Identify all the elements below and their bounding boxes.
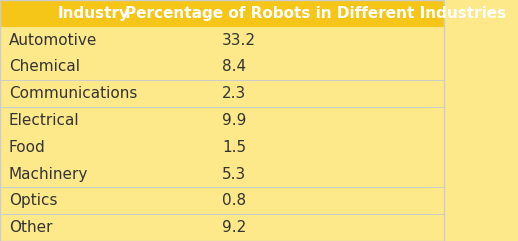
Text: 33.2: 33.2 <box>222 33 256 48</box>
Bar <box>0 0 444 27</box>
Text: Optics: Optics <box>9 193 57 208</box>
Text: Automotive: Automotive <box>9 33 97 48</box>
Bar <box>185 27 186 241</box>
Bar <box>0 187 444 188</box>
Bar <box>0 214 444 215</box>
Text: 0.8: 0.8 <box>222 193 246 208</box>
Text: Percentage of Robots in Different Industries: Percentage of Robots in Different Indust… <box>124 6 506 21</box>
Text: 8.4: 8.4 <box>222 60 246 74</box>
Text: Communications: Communications <box>9 86 137 101</box>
Bar <box>0 80 444 81</box>
Text: Other: Other <box>9 220 52 235</box>
Text: Food: Food <box>9 140 46 155</box>
Text: 9.2: 9.2 <box>222 220 246 235</box>
Text: 9.9: 9.9 <box>222 113 246 128</box>
Text: 2.3: 2.3 <box>222 86 246 101</box>
Text: Industry: Industry <box>57 6 129 21</box>
Text: 5.3: 5.3 <box>222 167 246 181</box>
Text: Machinery: Machinery <box>9 167 88 181</box>
Text: Electrical: Electrical <box>9 113 79 128</box>
Text: Chemical: Chemical <box>9 60 80 74</box>
Text: 1.5: 1.5 <box>222 140 246 155</box>
